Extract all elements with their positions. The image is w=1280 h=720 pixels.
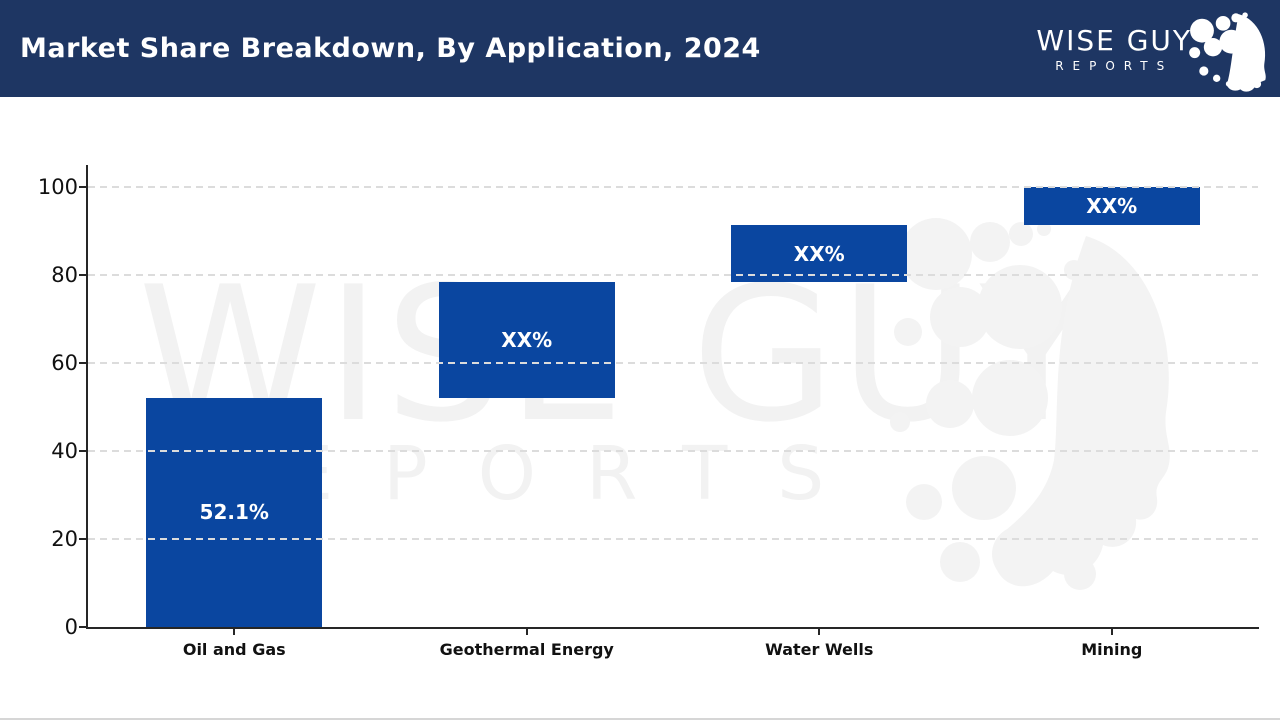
bar-value-label-geothermal-energy: XX% — [501, 328, 553, 353]
y-axis-tick-label-20: 20 — [51, 527, 78, 551]
gridline-80 — [88, 274, 1258, 276]
y-axis-tick-mark-60 — [79, 362, 87, 364]
header-bar: Market Share Breakdown, By Application, … — [0, 0, 1280, 97]
x-axis-tick-mark-mining — [1110, 628, 1113, 635]
watermark-head-icon — [890, 218, 1170, 590]
gridline-40 — [88, 450, 1258, 452]
page-title: Market Share Breakdown, By Application, … — [20, 33, 761, 64]
bar-value-label-mining: XX% — [1086, 194, 1138, 219]
bar-oil-and-gas: 52.1% — [146, 397, 323, 627]
y-axis-tick-label-0: 0 — [64, 615, 78, 639]
x-axis-tick-mark-geothermal-energy — [525, 628, 528, 635]
bar-water-wells: XX% — [731, 225, 908, 283]
y-axis-tick-label-60: 60 — [51, 351, 78, 375]
x-axis-line — [86, 627, 1259, 629]
gridline-100 — [88, 186, 1258, 188]
x-axis-label-water-wells: Water Wells — [765, 640, 874, 659]
bar-value-label-water-wells: XX% — [793, 241, 845, 266]
gridline-60 — [88, 362, 1258, 364]
y-axis-tick-mark-0 — [79, 626, 87, 628]
gridline-20 — [88, 538, 1258, 540]
bar-geothermal-energy: XX% — [438, 282, 615, 398]
brand-head-icon — [1189, 11, 1266, 92]
x-axis-label-oil-and-gas: Oil and Gas — [182, 640, 286, 659]
bar-value-label-oil-and-gas: 52.1% — [199, 500, 269, 525]
y-axis-tick-mark-20 — [79, 538, 87, 540]
y-axis-tick-mark-40 — [79, 450, 87, 452]
brand-subtitle: REPORTS — [1055, 59, 1174, 73]
brand-name: WISE GUY — [1036, 24, 1192, 57]
bar-mining: XX% — [1023, 187, 1200, 226]
y-axis-tick-mark-100 — [79, 186, 87, 188]
y-axis-tick-label-80: 80 — [51, 263, 78, 287]
y-axis-tick-label-100: 100 — [37, 175, 78, 199]
brand-logo-text: WISE GUY REPORTS — [1036, 24, 1192, 73]
x-axis-label-mining: Mining — [1081, 640, 1143, 659]
x-axis-label-geothermal-energy: Geothermal Energy — [439, 640, 614, 659]
x-axis-tick-mark-water-wells — [818, 628, 821, 635]
y-axis-tick-label-40: 40 — [51, 439, 78, 463]
x-axis-tick-mark-oil-and-gas — [233, 628, 236, 635]
brand-logo: WISE GUY REPORTS — [1036, 5, 1270, 93]
y-axis-tick-mark-80 — [79, 274, 87, 276]
y-axis-line — [86, 165, 88, 629]
